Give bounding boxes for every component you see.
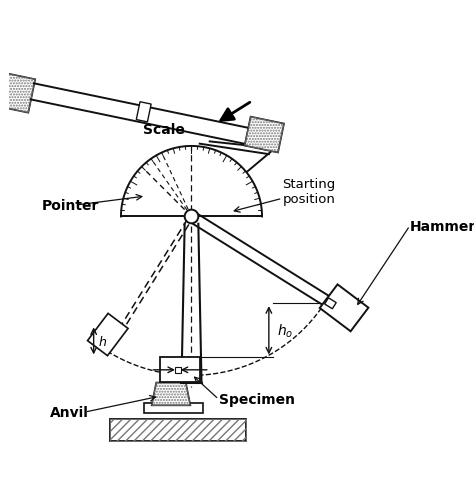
Polygon shape <box>320 285 368 332</box>
Polygon shape <box>109 420 246 441</box>
Text: $h_o$: $h_o$ <box>277 322 293 339</box>
Polygon shape <box>160 358 200 382</box>
Text: Pointer: Pointer <box>41 199 99 212</box>
Polygon shape <box>144 404 203 413</box>
Polygon shape <box>325 298 336 309</box>
Polygon shape <box>121 147 262 217</box>
Text: Hammer: Hammer <box>410 219 474 233</box>
Text: Starting
position: Starting position <box>283 178 336 206</box>
Polygon shape <box>152 383 191 406</box>
Text: Scale: Scale <box>143 122 185 136</box>
Text: Anvil: Anvil <box>50 405 89 419</box>
Polygon shape <box>175 367 181 373</box>
Circle shape <box>185 210 198 224</box>
Polygon shape <box>137 103 151 122</box>
Text: Specimen: Specimen <box>219 393 295 407</box>
Polygon shape <box>245 118 284 153</box>
Polygon shape <box>0 71 35 113</box>
Text: $h$: $h$ <box>98 334 107 348</box>
Polygon shape <box>88 314 128 356</box>
